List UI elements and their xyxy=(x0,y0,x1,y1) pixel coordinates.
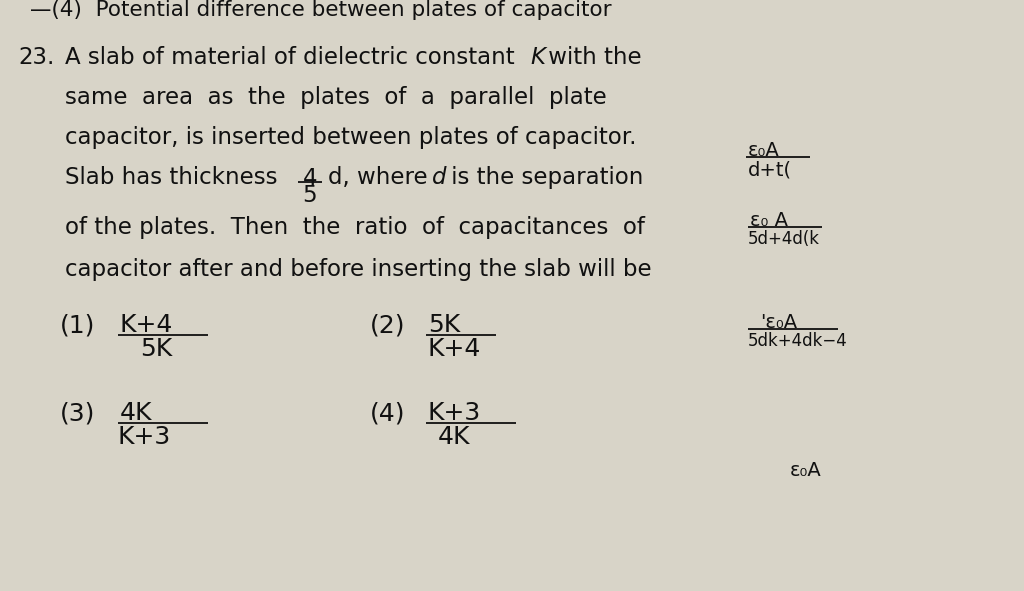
Text: d: d xyxy=(432,166,446,189)
Text: K+4: K+4 xyxy=(120,313,173,337)
Text: Slab has thickness: Slab has thickness xyxy=(65,166,278,189)
Text: 4: 4 xyxy=(303,167,317,190)
Text: K+3: K+3 xyxy=(428,401,481,425)
Text: 5K: 5K xyxy=(140,337,172,361)
Text: 5d+4d(k: 5d+4d(k xyxy=(748,230,820,248)
Text: capacitor, is inserted between plates of capacitor.: capacitor, is inserted between plates of… xyxy=(65,126,637,149)
Text: ε₀A: ε₀A xyxy=(748,141,779,160)
Text: A slab of material of dielectric constant: A slab of material of dielectric constan… xyxy=(65,46,522,69)
Text: 23.: 23. xyxy=(18,46,54,69)
Text: 5K: 5K xyxy=(428,313,460,337)
Text: 5dk+4dk−4: 5dk+4dk−4 xyxy=(748,332,848,350)
Text: is the separation: is the separation xyxy=(444,166,643,189)
Text: (3): (3) xyxy=(60,401,95,425)
Text: K+4: K+4 xyxy=(428,337,481,361)
Text: (1): (1) xyxy=(60,313,95,337)
Text: ε₀ A: ε₀ A xyxy=(750,211,788,230)
Text: 4K: 4K xyxy=(438,425,470,449)
Text: d, where: d, where xyxy=(328,166,428,189)
Text: 4K: 4K xyxy=(120,401,153,425)
Text: same  area  as  the  plates  of  a  parallel  plate: same area as the plates of a parallel pl… xyxy=(65,86,607,109)
Text: —(4)  Potential difference between plates of capacitor: —(4) Potential difference between plates… xyxy=(30,0,611,20)
Text: 5: 5 xyxy=(303,184,317,207)
Text: (4): (4) xyxy=(370,401,406,425)
Text: K+3: K+3 xyxy=(118,425,171,449)
Text: 'ε₀A: 'ε₀A xyxy=(760,313,797,332)
Text: of the plates.  Then  the  ratio  of  capacitances  of: of the plates. Then the ratio of capacit… xyxy=(65,216,645,239)
Text: d+t(: d+t( xyxy=(748,160,792,179)
Text: K: K xyxy=(530,46,545,69)
Text: (2): (2) xyxy=(370,313,406,337)
Text: with the: with the xyxy=(541,46,642,69)
Text: ε₀A: ε₀A xyxy=(790,461,821,480)
Text: capacitor after and before inserting the slab will be: capacitor after and before inserting the… xyxy=(65,258,651,281)
